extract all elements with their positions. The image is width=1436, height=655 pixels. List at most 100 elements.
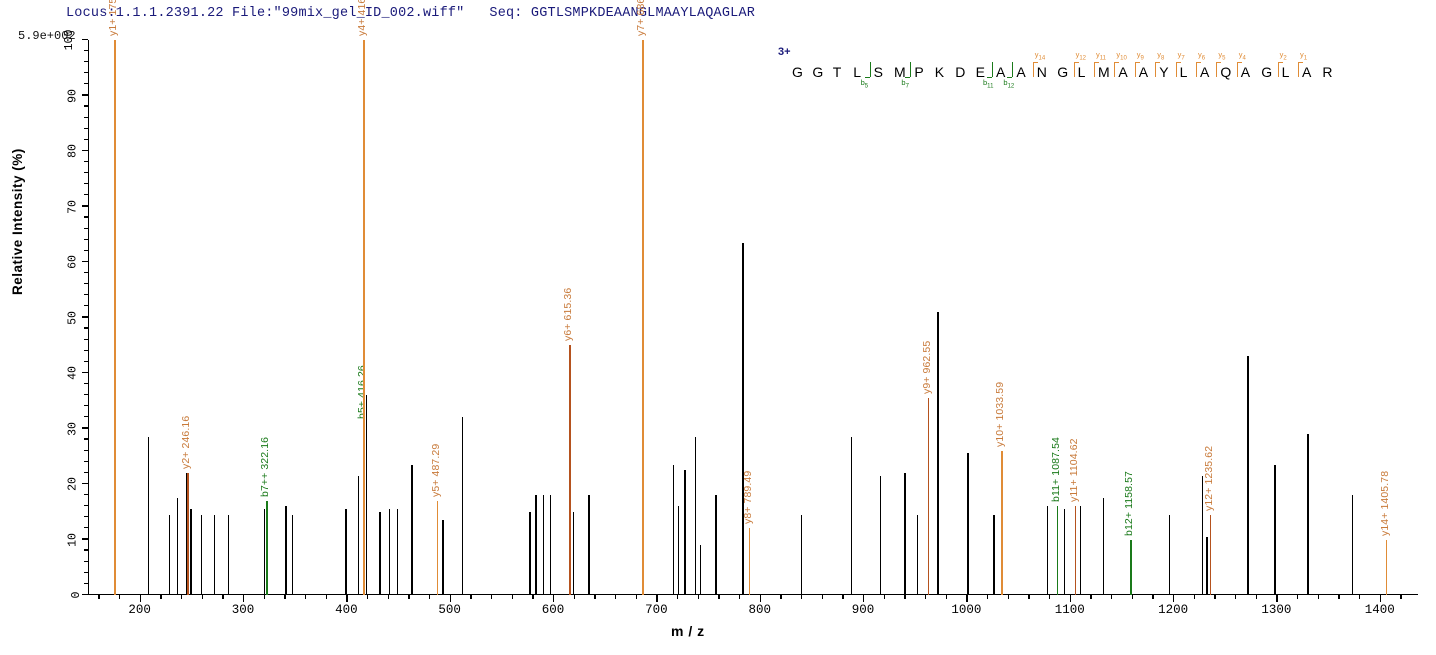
peak-bar	[672, 464, 675, 595]
peak-bar	[388, 508, 391, 595]
ladder-residue: D	[955, 64, 966, 80]
y-tick	[82, 482, 88, 484]
ladder-b-tick-foot	[905, 77, 911, 79]
x-tick-minor	[98, 595, 100, 599]
x-tick-minor	[739, 595, 741, 599]
peak-bar	[1307, 434, 1309, 595]
peak-label: y11+ 1104.62	[1067, 438, 1080, 503]
ladder-y-label: y12	[1075, 50, 1087, 62]
ladder-y-tick-foot	[1216, 62, 1222, 64]
y-tick-minor	[84, 138, 88, 140]
y-tick-minor	[84, 116, 88, 118]
x-tick-minor	[511, 595, 513, 599]
y-tick-label: 70	[66, 199, 80, 214]
x-tick-minor	[1214, 595, 1216, 599]
y-tick-minor	[84, 582, 88, 584]
x-tick-minor	[470, 595, 472, 599]
sequence-text: GGTLSMPKDEAANGLMAAYLAQAGLAR	[530, 6, 756, 21]
y-tick-minor	[84, 72, 88, 74]
ladder-y-tick	[1032, 62, 1034, 77]
y-tick-minor	[84, 216, 88, 218]
peak-bar	[190, 508, 192, 595]
y-tick	[82, 593, 88, 595]
peak-bar	[1202, 475, 1204, 595]
ladder-residue: K	[934, 64, 945, 80]
y-tick	[82, 205, 88, 207]
peak-bar	[684, 470, 686, 595]
y-tick	[82, 38, 88, 40]
peak-label: y2+ 246.16	[180, 415, 193, 469]
x-tick	[449, 595, 451, 602]
y-tick	[82, 538, 88, 540]
x-tick-minor	[1090, 595, 1092, 599]
x-tick-label: 400	[335, 603, 358, 617]
x-tick-minor	[1297, 595, 1299, 599]
x-tick-minor	[1152, 595, 1154, 599]
ladder-b-label: b12	[1003, 78, 1015, 90]
x-tick-label: 1100	[1054, 603, 1085, 617]
y-tick-label: 50	[66, 310, 80, 325]
charge-state-label: 3+	[778, 46, 791, 58]
y-tick-minor	[84, 516, 88, 518]
ladder-b-tick-foot	[1007, 77, 1013, 79]
ladder-y-tick	[1175, 62, 1177, 77]
ladder-residue: A	[1302, 64, 1312, 80]
peak-bar-ybold-ion	[927, 397, 930, 595]
x-tick-minor	[780, 595, 782, 599]
y-tick-minor	[84, 416, 88, 418]
y-tick	[82, 149, 88, 151]
ladder-y-tick	[1073, 62, 1075, 77]
y-tick-minor	[84, 405, 88, 407]
peak-bar	[396, 508, 399, 595]
ladder-residue: A	[1138, 64, 1149, 80]
x-tick-minor	[284, 595, 286, 599]
peak-bar	[542, 495, 545, 595]
ladder-residue: L	[853, 64, 861, 80]
x-tick-minor	[677, 595, 679, 599]
ladder-residue: A	[1240, 64, 1251, 80]
x-tick-minor	[718, 595, 720, 599]
peak-bar-y-ion	[436, 500, 439, 595]
ladder-residue: L	[1281, 64, 1290, 80]
peak-bar	[214, 514, 216, 595]
x-tick-minor	[263, 595, 265, 599]
peak-bar-b-ion	[1056, 506, 1059, 595]
y-tick-label: 90	[66, 88, 80, 103]
x-tick	[656, 595, 658, 602]
ladder-residue: E	[975, 64, 985, 80]
x-tick	[966, 595, 968, 602]
peak-bar	[993, 514, 995, 595]
ladder-residue: Q	[1220, 64, 1232, 80]
ladder-residue: G	[812, 64, 824, 80]
peak-bar	[1080, 506, 1082, 595]
x-tick-minor	[181, 595, 183, 599]
peak-bar	[186, 472, 188, 595]
peak-label: y14+ 1405.78	[1378, 470, 1391, 536]
ladder-residue: N	[1036, 64, 1047, 80]
ladder-residue: G	[1261, 64, 1273, 80]
peak-bar	[879, 475, 881, 595]
peak-bar	[916, 514, 919, 595]
x-tick-minor	[925, 595, 927, 599]
y-tick-minor	[84, 527, 88, 529]
peak-bar	[1274, 464, 1276, 595]
peak-bar-b-ion	[1130, 539, 1132, 595]
y-tick-minor	[84, 460, 88, 462]
peak-bar	[694, 436, 696, 595]
ladder-residue: L	[1077, 64, 1086, 80]
ladder-residue: Y	[1159, 64, 1169, 80]
x-tick	[759, 595, 761, 602]
x-tick-minor	[615, 595, 617, 599]
peak-label: b5+ 416.26	[356, 365, 369, 419]
y-tick-minor	[84, 360, 88, 362]
peak-bar	[285, 506, 287, 595]
ladder-residue: A	[1118, 64, 1128, 80]
peak-bar	[379, 511, 381, 595]
peak-bar	[176, 497, 179, 595]
ladder-y-label: y4	[1238, 50, 1246, 62]
peak-bar	[549, 495, 552, 595]
peak-bar	[699, 545, 702, 595]
x-tick-minor	[1317, 595, 1319, 599]
peak-bar	[742, 242, 744, 595]
ladder-y-label: y7	[1177, 50, 1185, 62]
